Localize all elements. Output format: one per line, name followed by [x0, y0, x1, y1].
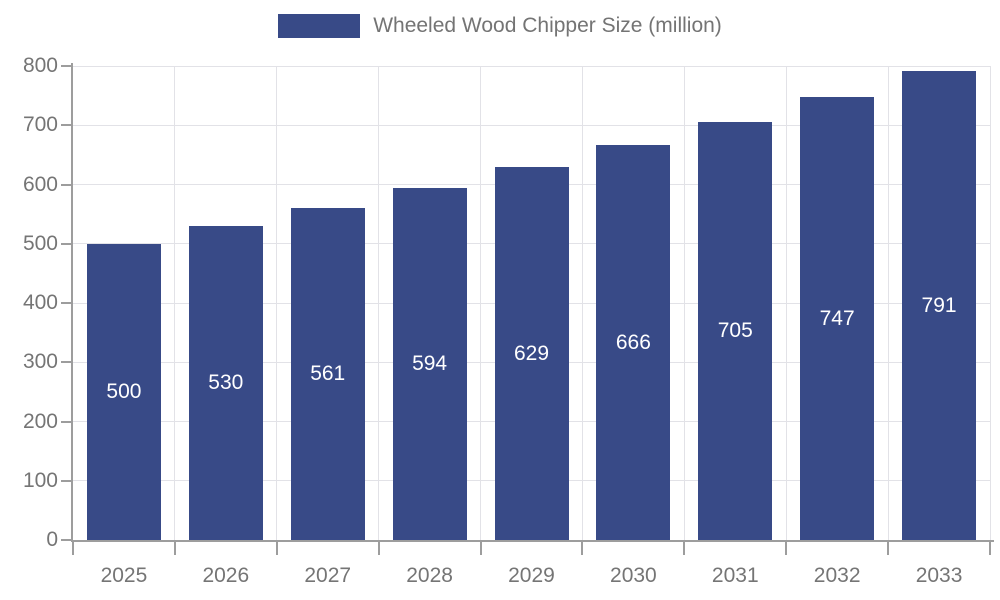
- legend[interactable]: Wheeled Wood Chipper Size (million): [0, 14, 1000, 38]
- gridline-vertical: [581, 66, 583, 540]
- y-axis-tick: [61, 539, 73, 541]
- bar[interactable]: [188, 225, 263, 540]
- bar-value-label: 629: [513, 341, 550, 365]
- y-axis-tick: [61, 302, 73, 304]
- bar[interactable]: [902, 71, 977, 540]
- gridline-vertical: [276, 66, 278, 540]
- x-axis-tick: [989, 540, 991, 555]
- gridline-horizontal: [73, 65, 990, 67]
- y-axis-tick: [61, 183, 73, 186]
- x-axis-label: 2026: [202, 564, 250, 587]
- x-axis-tick: [72, 540, 74, 555]
- y-axis-tick: [61, 242, 73, 245]
- x-axis-label: 2027: [304, 564, 352, 587]
- bar[interactable]: [698, 122, 773, 540]
- x-axis-label: 2028: [406, 564, 453, 587]
- y-axis-label: 600: [22, 172, 58, 196]
- y-axis-label: 400: [22, 291, 58, 314]
- y-axis-line: [71, 63, 73, 540]
- y-axis-label: 700: [22, 113, 58, 137]
- gridline-vertical: [480, 66, 482, 540]
- bar-value-label: 561: [310, 361, 346, 385]
- x-axis-label: 2031: [711, 564, 759, 587]
- y-axis-label: 200: [22, 409, 58, 433]
- y-axis-label: 300: [22, 350, 58, 374]
- y-axis-tick: [61, 361, 73, 364]
- x-axis-line: [71, 540, 994, 542]
- bar-value-label: 705: [717, 319, 753, 343]
- bar[interactable]: [290, 207, 365, 540]
- y-axis-label: 0: [46, 528, 58, 551]
- y-axis-tick: [61, 420, 73, 423]
- y-axis-tick: [61, 65, 73, 67]
- bar-value-label: 594: [412, 352, 448, 376]
- x-axis-label: 2030: [610, 564, 657, 587]
- bar[interactable]: [494, 167, 569, 540]
- x-axis-tick: [887, 540, 890, 555]
- gridline-horizontal: [73, 124, 990, 126]
- bar-value-label: 791: [921, 293, 957, 317]
- gridline-vertical: [174, 66, 176, 540]
- x-axis-tick: [683, 540, 686, 555]
- legend-swatch: [278, 14, 361, 38]
- y-axis-label: 100: [22, 468, 58, 492]
- bar-value-label: 747: [819, 306, 855, 330]
- bar[interactable]: [392, 188, 467, 540]
- gridline-vertical: [785, 66, 787, 540]
- x-axis-label: 2033: [915, 564, 963, 587]
- x-axis-tick: [581, 540, 584, 555]
- x-axis-tick: [377, 540, 380, 555]
- bar-value-label: 666: [615, 330, 651, 354]
- gridline-vertical: [887, 66, 889, 540]
- bar[interactable]: [86, 243, 161, 540]
- x-axis-tick: [173, 540, 176, 555]
- y-axis-label: 500: [22, 231, 58, 255]
- y-axis-tick: [61, 479, 73, 482]
- x-axis-tick: [275, 540, 278, 555]
- x-axis-label: 2029: [508, 564, 555, 587]
- bar[interactable]: [596, 145, 671, 540]
- bar-value-label: 500: [106, 379, 142, 403]
- x-axis-label: 2025: [100, 564, 148, 587]
- y-axis-tick: [61, 124, 73, 127]
- x-axis-label: 2032: [813, 564, 861, 587]
- bar[interactable]: [800, 97, 875, 540]
- bar-value-label: 530: [208, 370, 244, 394]
- gridline-vertical: [683, 66, 685, 540]
- x-axis-tick: [785, 540, 788, 555]
- y-axis-label: 800: [22, 54, 58, 77]
- legend-label: Wheeled Wood Chipper Size (million): [373, 14, 722, 37]
- gridline-vertical: [989, 66, 991, 540]
- x-axis-tick: [479, 540, 482, 555]
- gridline-vertical: [378, 66, 380, 540]
